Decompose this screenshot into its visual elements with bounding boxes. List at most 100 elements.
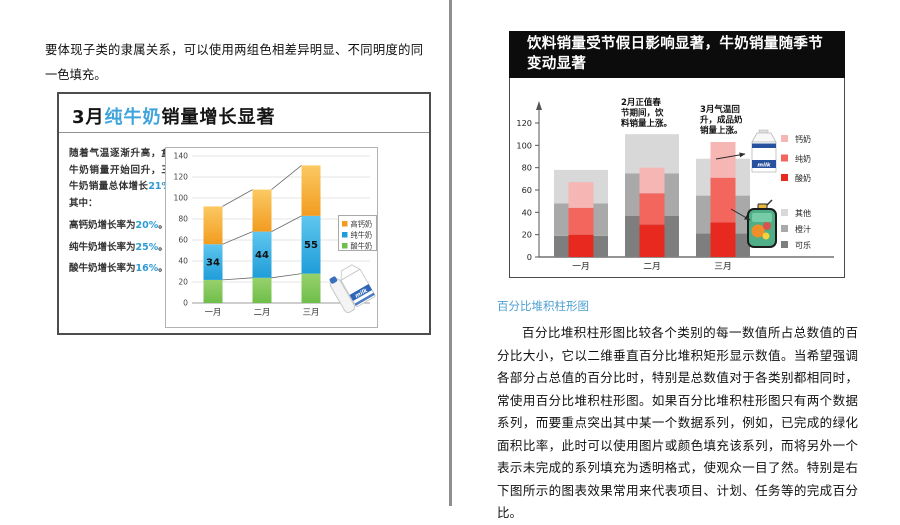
left-page: 要体现子类的隶属关系，可以使用两组色相差异明显、不同明度的同一色填充。 3月纯牛… bbox=[0, 0, 450, 506]
connector-line bbox=[271, 215, 302, 232]
bar-segment bbox=[203, 244, 223, 280]
growth-item-label: 酸牛奶增长率为 bbox=[69, 263, 136, 274]
callout-arrow bbox=[730, 208, 751, 221]
legend-label: 纯牛奶 bbox=[351, 230, 373, 239]
section-heading: 百分比堆积柱形图 bbox=[497, 301, 589, 313]
x-category-label: 一月 bbox=[205, 307, 222, 317]
chart-title: 3月纯牛奶销量增长显著 bbox=[72, 103, 276, 129]
bar-segment bbox=[301, 273, 321, 303]
x-category-label: 一月 bbox=[572, 261, 590, 272]
x-category-label: 二月 bbox=[643, 261, 661, 272]
chart-banner-title: 饮料销量受节假日影响显著，牛奶销量随季节变动显著 bbox=[509, 31, 845, 78]
foreground-bar-segment bbox=[710, 141, 736, 178]
x-category-label: 二月 bbox=[254, 307, 271, 317]
beverage-bar-chart: 0 20 40 60 80 100 120 一月 二月 三月 2月正值春 节期间，饮 料销量上涨。 3月气… bbox=[509, 78, 845, 278]
foreground-bar-segment bbox=[639, 193, 665, 225]
list-item: 酸牛奶增长率为16%。 bbox=[69, 261, 181, 277]
growth-item-label: 高钙奶增长率为 bbox=[69, 220, 136, 231]
foreground-bar-segment bbox=[568, 182, 594, 208]
foreground-bar-segment bbox=[710, 222, 736, 257]
milk-stacked-bar-chart: 0 20 40 60 80 100 120 140 34 44 55 一月 二月 三月 高钙奶 纯牛奶 酸牛奶 … bbox=[165, 147, 378, 328]
milk-carton-icon: milk bbox=[329, 264, 376, 314]
foreground-bar-segment bbox=[568, 207, 594, 235]
legend-swatch bbox=[781, 135, 788, 142]
intro-paragraph: 要体现子类的隶属关系，可以使用两组色相差异明显、不同明度的同一色填充。 bbox=[45, 43, 423, 83]
legend-swatch bbox=[781, 209, 788, 216]
chart-title-highlight: 纯牛奶 bbox=[104, 107, 162, 128]
legend-label: 钙奶 bbox=[795, 134, 811, 144]
bar-segment bbox=[203, 279, 223, 303]
legend-swatch bbox=[781, 154, 788, 162]
legend-label: 纯奶 bbox=[795, 154, 811, 164]
legend-swatch bbox=[342, 232, 348, 238]
growth-percent: 20% bbox=[135, 220, 159, 231]
y-tick-label: 40 bbox=[178, 257, 188, 266]
chart-title-prefix: 3月 bbox=[72, 107, 105, 128]
milk-chart-card: 3月纯牛奶销量增长显著 随着气温逐渐升高，盒装牛奶销量开始回升，三月牛奶销量总体… bbox=[57, 92, 431, 335]
bar-segment bbox=[252, 189, 272, 232]
legend-label: 酸牛奶 bbox=[351, 241, 373, 250]
juice-box-icon bbox=[747, 199, 777, 248]
foreground-bar-segment bbox=[710, 177, 736, 223]
document-spread: { "left_page": { "intro": "要体现子类的隶属关系，可以… bbox=[0, 0, 858, 520]
x-category-label: 三月 bbox=[303, 307, 320, 317]
bar-segment bbox=[252, 277, 272, 303]
y-tick-label: 80 bbox=[178, 215, 188, 224]
bar-segment bbox=[203, 206, 223, 245]
y-tick-label: 120 bbox=[174, 173, 189, 182]
connector-line bbox=[271, 165, 302, 190]
y-tick-label: 140 bbox=[174, 152, 189, 161]
growth-item-suffix: 。 bbox=[158, 220, 168, 231]
connector-line bbox=[222, 231, 253, 245]
annotation-text: 升，成品奶 bbox=[700, 115, 743, 126]
legend-label: 可乐 bbox=[795, 240, 811, 250]
bar-segment bbox=[301, 215, 321, 274]
growth-item-label: 纯牛奶增长率为 bbox=[69, 241, 136, 253]
growth-item-suffix: 。 bbox=[158, 241, 168, 253]
page-divider bbox=[449, 0, 452, 506]
bar-value-label: 34 bbox=[206, 258, 220, 269]
growth-percent: 25% bbox=[135, 241, 159, 253]
growth-percent-total: 21% bbox=[148, 181, 172, 192]
body-paragraph: 百分比堆积柱形图比较各个类别的每一数值所占总数值的百分比大小，它以二维垂直百分比… bbox=[497, 326, 858, 520]
foreground-bar-segment bbox=[639, 167, 665, 194]
y-tick-label: 20 bbox=[178, 278, 188, 287]
annotation-text: 销量上涨。 bbox=[700, 125, 743, 136]
milk-carton-icon: milk bbox=[751, 129, 777, 173]
legend-label: 其他 bbox=[795, 208, 811, 218]
connector-line bbox=[222, 189, 253, 207]
bar-segment bbox=[252, 231, 272, 278]
growth-item-suffix: 。 bbox=[158, 263, 168, 274]
annotation-text: 节期间，饮 bbox=[621, 108, 664, 119]
legend-label: 橙汁 bbox=[795, 224, 811, 234]
list-item: 高钙奶增长率为20%。 bbox=[69, 218, 181, 234]
y-tick-label: 0 bbox=[527, 252, 532, 262]
y-tick-label: 60 bbox=[178, 236, 188, 245]
chart-side-note: 随着气温逐渐升高，盒装牛奶销量开始回升，三月牛奶销量总体增长21%，其中： 高钙… bbox=[69, 146, 181, 277]
title-divider bbox=[59, 132, 429, 133]
annotation-text: 3月气温回 bbox=[700, 104, 740, 115]
y-tick-label: 60 bbox=[522, 185, 532, 195]
foreground-bar-segment bbox=[639, 224, 665, 257]
y-tick-label: 0 bbox=[183, 299, 188, 308]
background-bar-segment bbox=[625, 134, 679, 174]
x-category-label: 三月 bbox=[714, 261, 732, 272]
callout-arrow bbox=[715, 152, 746, 160]
bar-value-label: 44 bbox=[255, 250, 269, 261]
list-item: 纯牛奶增长率为25%。 bbox=[69, 240, 181, 256]
legend-swatch bbox=[342, 221, 348, 227]
bar-value-label: 55 bbox=[304, 240, 318, 251]
annotation-text: 2月正值春 bbox=[621, 97, 661, 108]
y-tick-label: 100 bbox=[516, 140, 532, 150]
y-tick-label: 100 bbox=[174, 194, 189, 203]
connector-line bbox=[271, 273, 302, 279]
legend-swatch bbox=[781, 225, 788, 232]
legend-swatch bbox=[781, 174, 788, 181]
legend-swatch bbox=[781, 241, 788, 248]
legend-label: 高钙奶 bbox=[351, 219, 373, 228]
y-tick-label: 120 bbox=[516, 118, 532, 128]
axis-arrow-icon bbox=[536, 101, 542, 110]
growth-percent: 16% bbox=[135, 263, 159, 274]
